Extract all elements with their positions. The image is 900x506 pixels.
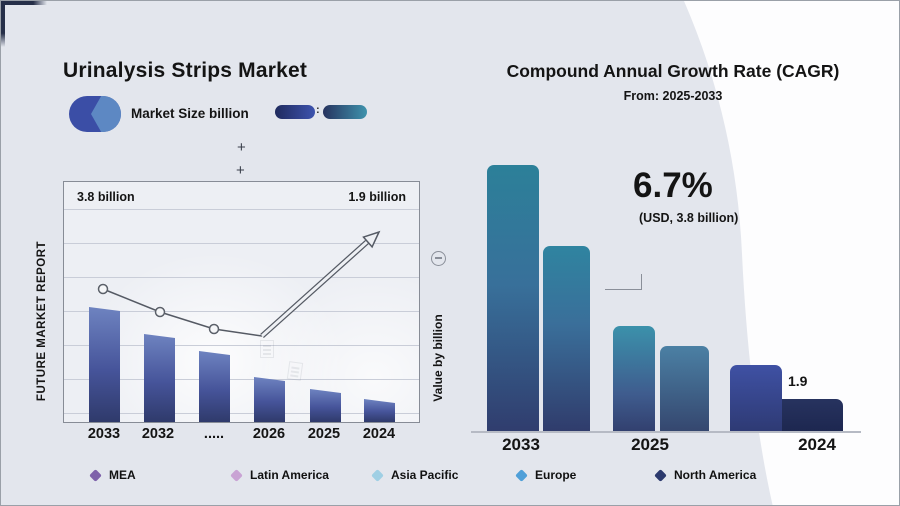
x-label-2024: 2024 <box>362 426 396 442</box>
cagr-value: 6.7% <box>633 166 713 205</box>
bar-2024 <box>364 399 395 422</box>
bar-dots <box>199 351 230 422</box>
gridline <box>64 413 419 414</box>
diamond-bullet-icon <box>515 468 528 482</box>
bar-2025-primary <box>613 326 655 431</box>
legend-label: MEA <box>109 468 136 482</box>
gridline <box>64 379 419 380</box>
diamond-bullet-icon <box>89 468 102 482</box>
future-market-report-watermark: FUTURE MARKET REPORT <box>36 240 48 402</box>
legend-label: Asia Pacific <box>391 468 459 482</box>
legend-item-mea: MEA <box>89 467 136 483</box>
legend-item-asia-pacific: Asia Pacific <box>371 467 459 483</box>
gridline <box>64 277 419 278</box>
diamond-bullet-icon <box>230 468 243 482</box>
diamond-bullet-icon <box>654 468 667 482</box>
legend-label: Europe <box>535 468 577 482</box>
bar-2026 <box>254 377 285 422</box>
market-size-cylinder-icon <box>69 96 121 132</box>
x-label-2033: 2033 <box>502 435 540 454</box>
teal-pill-icon <box>323 105 367 119</box>
bar-2025-secondary <box>660 346 709 431</box>
bar-annotation-1-9: 1.9 <box>788 373 808 389</box>
bar-2033-primary <box>487 165 539 431</box>
x-label-2025: 2025 <box>307 426 341 442</box>
annotation-1-9-billion: 1.9 billion <box>348 190 406 204</box>
gridline <box>64 209 419 210</box>
gridline <box>64 345 419 346</box>
plus-decoration-icon: + <box>236 162 245 179</box>
legend-item-latin-america: Latin America <box>230 467 329 483</box>
bar-2032 <box>144 334 175 422</box>
bar-2025 <box>310 389 341 422</box>
trend-line-and-growth-arrow <box>97 230 381 339</box>
bar-2033 <box>89 307 120 422</box>
bar-2033-secondary <box>543 246 590 431</box>
plus-decoration-icon: + <box>237 139 246 156</box>
x-label-2032: 2032 <box>141 426 175 442</box>
right-chart-title: Compound Annual Growth Rate (CAGR) <box>506 61 840 81</box>
legend-item-north-america: North America <box>654 467 757 483</box>
minus-circle-icon <box>431 251 446 266</box>
right-chart-area <box>471 151 871 432</box>
left-chart-title: Urinalysis Strips Market <box>63 59 308 82</box>
legend-label: Latin America <box>250 468 329 482</box>
x-axis-baseline <box>471 431 861 433</box>
bar-2024-primary <box>730 365 782 431</box>
corner-accent-left <box>1 1 5 47</box>
legend-item-europe: Europe <box>515 467 577 483</box>
corner-bracket-decoration <box>605 274 642 290</box>
cagr-note: (USD, 3.8 billion) <box>639 211 739 225</box>
x-label-dots: ..... <box>203 426 225 442</box>
market-size-legend-label: Market Size billion <box>131 106 249 121</box>
gridline <box>64 311 419 312</box>
right-chart-subtitle: From: 2025-2033 <box>623 89 723 103</box>
diamond-bullet-icon <box>371 468 384 482</box>
x-label-2033: 2033 <box>87 426 121 442</box>
pill-separator: : <box>316 104 320 116</box>
x-label-2026: 2026 <box>252 426 286 442</box>
value-by-billion-axis-label: Value by billion <box>431 314 445 402</box>
gridline <box>64 243 419 244</box>
corner-accent-top <box>1 1 47 5</box>
left-chart-panel: 3.8 billion 1.9 billion <box>63 181 420 423</box>
annotation-3-8-billion: 3.8 billion <box>77 190 135 204</box>
bar-2024-secondary <box>782 399 843 431</box>
legend-label: North America <box>674 468 757 482</box>
blue-pill-icon <box>275 105 315 119</box>
watermark-doc-icon <box>260 340 274 358</box>
x-label-2025: 2025 <box>631 435 669 454</box>
x-label-2024: 2024 <box>798 435 836 454</box>
